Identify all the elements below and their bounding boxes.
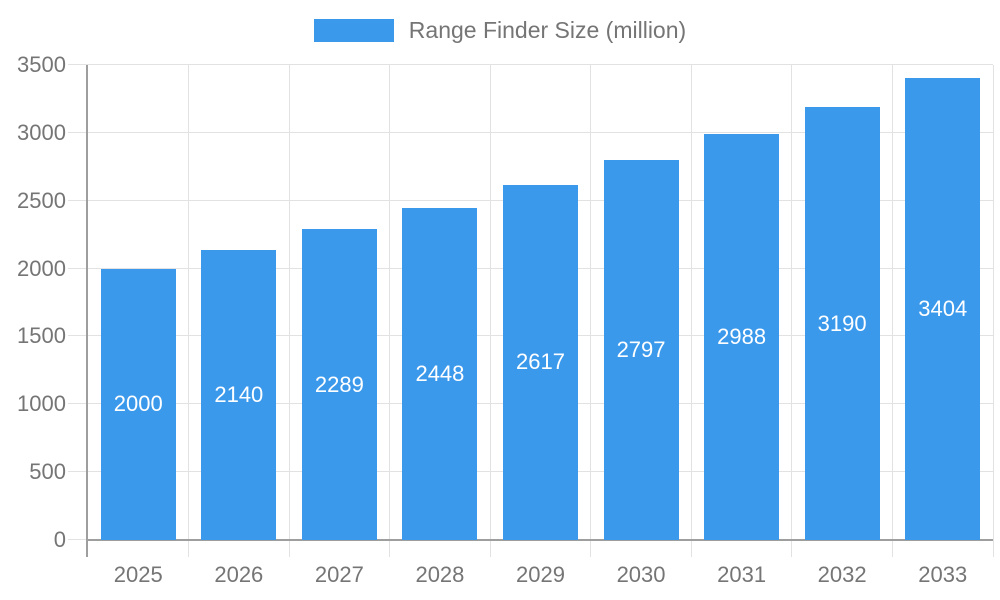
x-tick-label: 2029 [516,562,565,587]
y-tick-label: 1500 [17,323,66,349]
bar-2029[interactable]: 2617 [503,184,578,540]
x-axis-line [86,539,993,541]
bar-2026[interactable]: 2140 [201,249,277,540]
x-tick-label: 2032 [817,562,867,587]
x-tick-label: 2026 [214,562,264,587]
y-gridline [68,64,993,65]
y-tick-label: 1000 [17,391,66,417]
x-tick-label: 2031 [717,562,767,587]
y-tick-label: 500 [29,459,66,485]
bar-value-label: 2448 [415,360,465,386]
x-gridline [288,65,290,557]
y-tick-label: 3000 [17,119,66,145]
bar-2028[interactable]: 2448 [402,207,478,540]
x-gridline [489,65,491,557]
legend-item[interactable]: Range Finder Size (million) [0,17,1000,44]
x-gridline [690,65,692,557]
x-gridline [188,65,190,557]
bar-value-label: 3190 [817,310,867,336]
x-tick-label: 2025 [113,562,163,587]
bar-2032[interactable]: 3190 [804,107,880,540]
y-tick-label: 2500 [17,187,66,213]
bar-value-label: 2797 [616,337,666,363]
bar-value-label: 2289 [314,371,364,397]
bar-2031[interactable]: 2988 [704,134,780,540]
x-tick-label: 2028 [415,562,465,587]
bar-value-label: 2988 [717,324,767,350]
x-tick-label: 2033 [918,562,968,587]
bar-2025[interactable]: 2000 [100,268,176,540]
bar-value-label: 2140 [214,381,264,407]
x-gridline [389,65,391,557]
x-gridline [891,65,893,557]
y-axis-line [86,65,88,557]
bar-value-label: 3404 [918,296,968,321]
x-gridline [992,65,994,557]
y-tick-label: 0 [53,527,66,552]
x-tick-label: 2027 [314,562,364,587]
bar-value-label: 2000 [113,391,163,417]
y-gridline [68,131,993,133]
legend-swatch [313,19,394,42]
bar-2030[interactable]: 2797 [603,160,679,540]
bar-2027[interactable]: 2289 [301,229,377,540]
legend-label: Range Finder Size (million) [408,17,687,43]
bar-2033[interactable]: 3404 [905,78,981,540]
x-tick-label: 2030 [616,562,666,587]
y-tick-label: 2000 [17,255,66,281]
x-gridline [791,65,793,557]
bar-value-label: 2617 [516,349,565,375]
y-tick-label: 3500 [17,52,66,77]
x-gridline [590,65,592,557]
